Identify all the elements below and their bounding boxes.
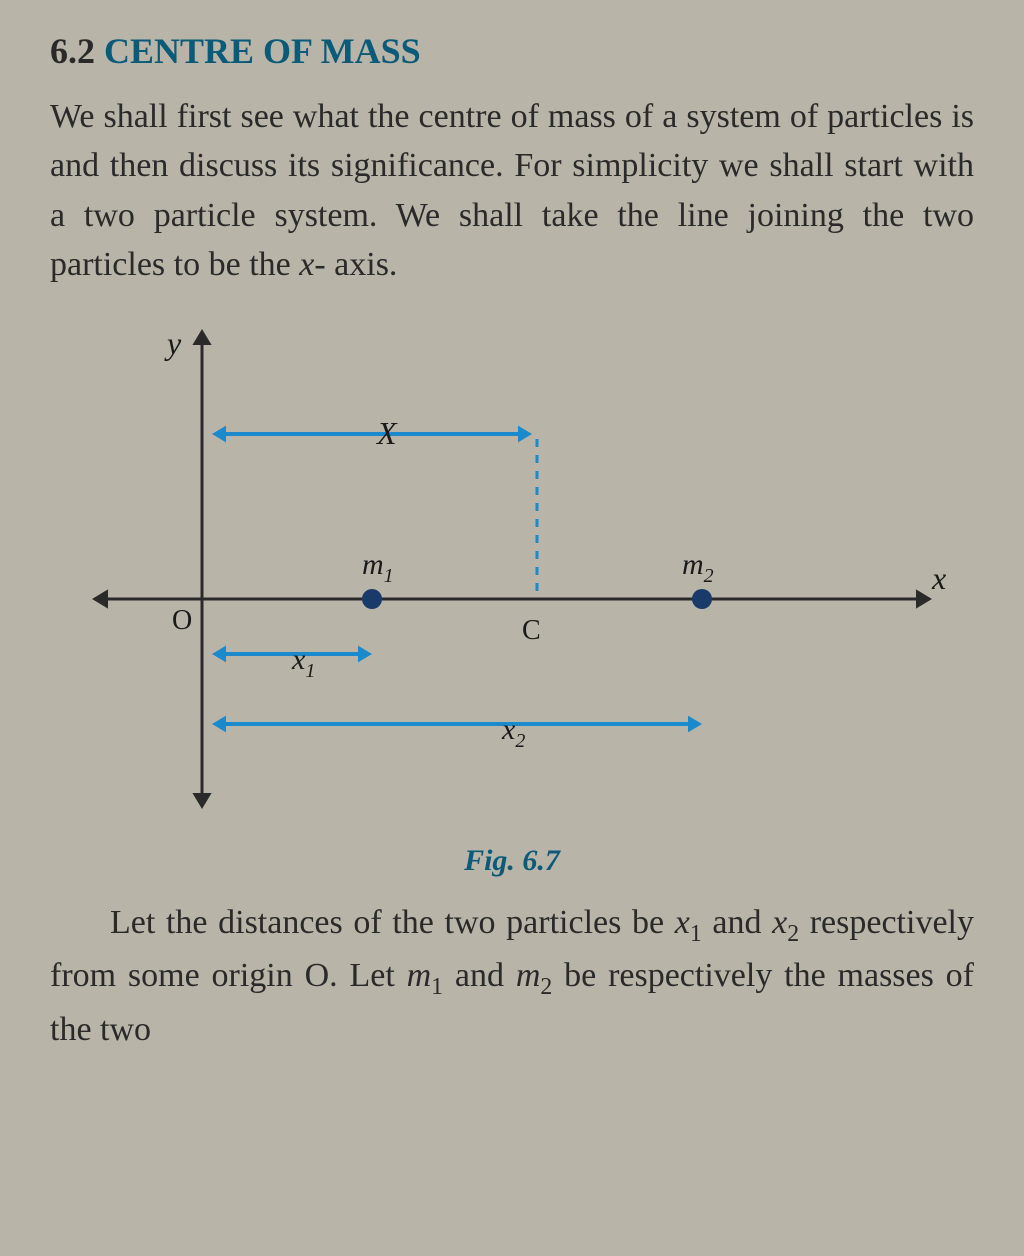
section-number: 6.2 bbox=[50, 31, 95, 71]
p2-d: and bbox=[443, 957, 516, 994]
svg-text:O: O bbox=[172, 605, 192, 636]
p2-b: and bbox=[702, 904, 772, 941]
x1-var: x bbox=[675, 904, 690, 941]
x2-sub: 2 bbox=[787, 921, 799, 947]
svg-text:x2: x2 bbox=[501, 713, 525, 752]
para1-tail: - axis. bbox=[314, 246, 397, 283]
m2-var: m bbox=[516, 957, 541, 994]
p2-a: Let the distances of the two particles b… bbox=[110, 904, 675, 941]
section-heading: 6.2 CENTRE OF MASS bbox=[50, 30, 974, 72]
second-paragraph: Let the distances of the two particles b… bbox=[50, 898, 974, 1054]
figure-caption: Fig. 6.7 bbox=[464, 844, 560, 878]
figure-6-7: y x O Xm1 m2 Cx1 x2 Fig. 6.7 bbox=[50, 309, 974, 878]
svg-text:x1: x1 bbox=[291, 643, 315, 682]
svg-text:m1: m1 bbox=[362, 548, 394, 587]
svg-text:y: y bbox=[164, 325, 182, 361]
section-title: CENTRE OF MASS bbox=[104, 31, 421, 71]
x2-var: x bbox=[772, 904, 787, 941]
x-axis-var: x bbox=[299, 246, 314, 283]
m2-sub: 2 bbox=[540, 974, 552, 1000]
svg-text:X: X bbox=[375, 415, 398, 451]
m1-var: m bbox=[407, 957, 432, 994]
para1-text: We shall first see what the centre of ma… bbox=[50, 98, 974, 283]
intro-paragraph: We shall first see what the centre of ma… bbox=[50, 92, 974, 289]
x1-sub: 1 bbox=[690, 921, 702, 947]
diagram-svg: y x O Xm1 m2 Cx1 x2 bbox=[62, 309, 962, 829]
svg-text:m2: m2 bbox=[682, 548, 714, 587]
svg-text:x: x bbox=[931, 560, 946, 596]
m1-sub: 1 bbox=[431, 974, 443, 1000]
svg-text:C: C bbox=[522, 615, 541, 646]
